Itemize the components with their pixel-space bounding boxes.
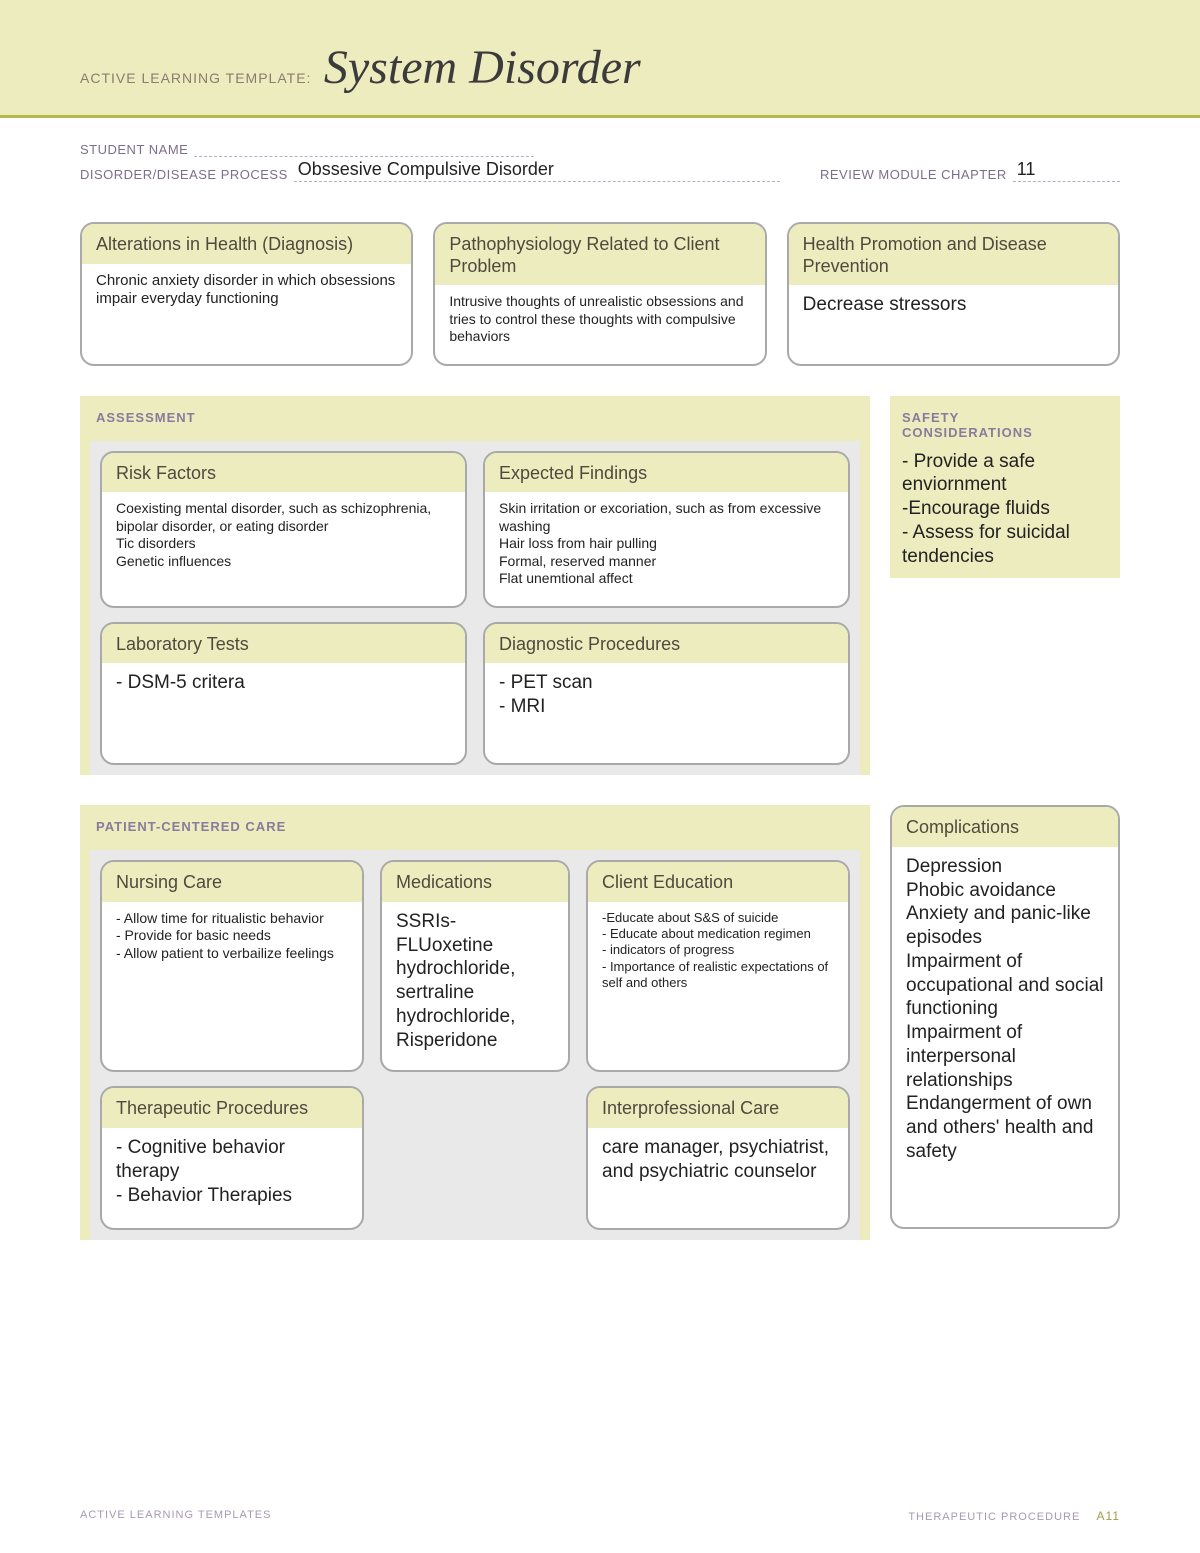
footer-page: A11 [1097, 1509, 1120, 1523]
risk-body: Coexisting mental disorder, such as schi… [102, 492, 465, 588]
top-row: Alterations in Health (Diagnosis) Chroni… [80, 222, 1120, 366]
header-title: System Disorder [324, 40, 641, 95]
chapter-value: 11 [1017, 159, 1036, 180]
chapter-field[interactable]: 11 [1013, 168, 1120, 182]
alterations-body: Chronic anxiety disorder in which obsess… [82, 264, 411, 328]
promo-body: Decrease stressors [789, 285, 1118, 335]
labs-title: Laboratory Tests [102, 624, 465, 664]
complications-title: Complications [892, 807, 1118, 847]
meds-title: Medications [382, 862, 568, 902]
nursing-title: Nursing Care [102, 862, 362, 902]
meta-block: STUDENT NAME DISORDER/DISEASE PROCESS Ob… [0, 118, 1200, 222]
findings-title: Expected Findings [485, 453, 848, 493]
alterations-box: Alterations in Health (Diagnosis) Chroni… [80, 222, 413, 366]
inter-title: Interprofessional Care [588, 1088, 848, 1128]
edu-body: -Educate about S&S of suicide - Educate … [588, 902, 848, 1032]
assessment-label: ASSESSMENT [96, 410, 854, 425]
ther-body: - Cognitive behavior therapy - Behavior … [102, 1128, 362, 1228]
promo-box: Health Promotion and Disease Prevention … [787, 222, 1120, 366]
care-section: PATIENT-CENTERED CARE Nursing Care - All… [80, 805, 870, 1240]
header-banner: ACTIVE LEARNING TEMPLATE: System Disorde… [0, 0, 1200, 118]
patho-title: Pathophysiology Related to Client Proble… [435, 224, 764, 285]
risk-box: Risk Factors Coexisting mental disorder,… [100, 451, 467, 608]
findings-body: Skin irritation or excoriation, such as … [485, 492, 848, 606]
student-name-field[interactable] [194, 143, 534, 157]
patho-body: Intrusive thoughts of unrealistic obsess… [435, 285, 764, 364]
meds-box: Medications SSRIs- FLUoxetine hydrochlor… [380, 860, 570, 1072]
ther-box: Therapeutic Procedures - Cognitive behav… [100, 1086, 364, 1230]
footer-right-label: THERAPEUTIC PROCEDURE [908, 1511, 1080, 1523]
process-label: DISORDER/DISEASE PROCESS [80, 167, 288, 182]
risk-title: Risk Factors [102, 453, 465, 493]
meds-body: SSRIs- FLUoxetine hydrochloride, sertral… [382, 902, 568, 1071]
safety-label: SAFETY CONSIDERATIONS [902, 410, 1108, 440]
ther-title: Therapeutic Procedures [102, 1088, 362, 1128]
edu-box: Client Education -Educate about S&S of s… [586, 860, 850, 1072]
student-name-row: STUDENT NAME [80, 142, 1120, 157]
diag-body: - PET scan - MRI [485, 663, 848, 763]
process-value: Obssesive Compulsive Disorder [298, 159, 554, 180]
complications-body: Depression Phobic avoidance Anxiety and … [892, 847, 1118, 1227]
inter-box: Interprofessional Care care manager, psy… [586, 1086, 850, 1230]
inter-body: care manager, psychiatrist, and psychiat… [588, 1128, 848, 1228]
patho-box: Pathophysiology Related to Client Proble… [433, 222, 766, 366]
care-row: PATIENT-CENTERED CARE Nursing Care - All… [80, 805, 1120, 1250]
footer-right: THERAPEUTIC PROCEDURE A11 [908, 1509, 1120, 1523]
labs-box: Laboratory Tests - DSM-5 critera [100, 622, 467, 766]
footer-left: ACTIVE LEARNING TEMPLATES [80, 1509, 271, 1523]
page: ACTIVE LEARNING TEMPLATE: System Disorde… [0, 0, 1200, 1553]
student-name-label: STUDENT NAME [80, 142, 188, 157]
promo-title: Health Promotion and Disease Prevention [789, 224, 1118, 285]
complications-box: Complications Depression Phobic avoidanc… [890, 805, 1120, 1229]
safety-section: SAFETY CONSIDERATIONS - Provide a safe e… [890, 396, 1120, 579]
edu-title: Client Education [588, 862, 848, 902]
content: Alterations in Health (Diagnosis) Chroni… [0, 222, 1200, 1250]
footer: ACTIVE LEARNING TEMPLATES THERAPEUTIC PR… [80, 1509, 1120, 1523]
chapter-label: REVIEW MODULE CHAPTER [820, 167, 1007, 182]
header-prefix: ACTIVE LEARNING TEMPLATE: [80, 70, 311, 86]
labs-body: - DSM-5 critera [102, 663, 465, 763]
diag-box: Diagnostic Procedures - PET scan - MRI [483, 622, 850, 766]
process-row: DISORDER/DISEASE PROCESS Obssesive Compu… [80, 167, 1120, 182]
alterations-title: Alterations in Health (Diagnosis) [82, 224, 411, 264]
assessment-row: ASSESSMENT Risk Factors Coexisting menta… [80, 396, 1120, 806]
assessment-section: ASSESSMENT Risk Factors Coexisting menta… [80, 396, 870, 776]
safety-body: - Provide a safe enviornment -Encourage … [902, 450, 1108, 569]
nursing-body: - Allow time for ritualistic behavior - … [102, 902, 362, 1032]
process-field[interactable]: Obssesive Compulsive Disorder [294, 168, 780, 182]
nursing-box: Nursing Care - Allow time for ritualisti… [100, 860, 364, 1072]
diag-title: Diagnostic Procedures [485, 624, 848, 664]
findings-box: Expected Findings Skin irritation or exc… [483, 451, 850, 608]
care-label: PATIENT-CENTERED CARE [96, 819, 854, 834]
